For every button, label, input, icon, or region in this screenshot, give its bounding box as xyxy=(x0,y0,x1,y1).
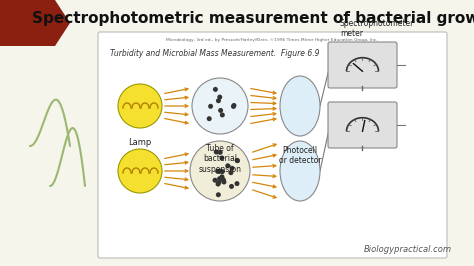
Circle shape xyxy=(217,95,222,99)
Ellipse shape xyxy=(280,76,320,136)
Circle shape xyxy=(231,103,237,108)
FancyBboxPatch shape xyxy=(328,42,397,88)
Text: Tube of
bacterial
suspension: Tube of bacterial suspension xyxy=(199,144,241,174)
Circle shape xyxy=(118,149,162,193)
Text: Biologypractical.com: Biologypractical.com xyxy=(364,245,452,254)
Circle shape xyxy=(118,84,162,128)
Circle shape xyxy=(218,169,222,173)
Polygon shape xyxy=(0,0,70,46)
Circle shape xyxy=(216,182,220,186)
Circle shape xyxy=(208,104,213,109)
Circle shape xyxy=(235,158,240,163)
Circle shape xyxy=(217,169,221,174)
Circle shape xyxy=(221,177,226,182)
Circle shape xyxy=(216,98,221,103)
Circle shape xyxy=(219,174,225,179)
Circle shape xyxy=(215,169,220,174)
Circle shape xyxy=(214,149,219,155)
Text: Photocell
or detector: Photocell or detector xyxy=(279,146,321,165)
Ellipse shape xyxy=(280,141,320,201)
Circle shape xyxy=(216,192,221,197)
Circle shape xyxy=(229,166,235,171)
Circle shape xyxy=(235,158,239,163)
Circle shape xyxy=(213,87,218,92)
Circle shape xyxy=(217,176,222,181)
Text: Lamp: Lamp xyxy=(128,138,152,147)
Circle shape xyxy=(225,163,230,168)
Circle shape xyxy=(190,141,250,201)
Circle shape xyxy=(218,150,223,155)
Text: Spectrophotometric measurement of bacterial growth: Spectrophotometric measurement of bacter… xyxy=(32,10,474,26)
FancyBboxPatch shape xyxy=(328,102,397,148)
Text: Microbiology, 3rd ed., by Prescott/Harley/Klein, ©1996 Times Mirror Higher Educa: Microbiology, 3rd ed., by Prescott/Harle… xyxy=(166,38,378,42)
Circle shape xyxy=(207,116,212,121)
Circle shape xyxy=(235,181,239,186)
Circle shape xyxy=(221,180,227,185)
Circle shape xyxy=(192,78,248,134)
Circle shape xyxy=(220,169,225,174)
Circle shape xyxy=(217,180,221,185)
Circle shape xyxy=(220,113,225,118)
Circle shape xyxy=(218,108,223,113)
Text: Spectrophotometer
meter: Spectrophotometer meter xyxy=(340,19,414,38)
Circle shape xyxy=(228,170,233,175)
Circle shape xyxy=(229,184,234,189)
Circle shape xyxy=(219,156,224,160)
Text: Turbidity and Microbial Mass Measurement.  Figure 6.9: Turbidity and Microbial Mass Measurement… xyxy=(110,48,320,57)
Circle shape xyxy=(231,104,236,109)
FancyBboxPatch shape xyxy=(98,32,447,258)
Circle shape xyxy=(212,178,218,183)
